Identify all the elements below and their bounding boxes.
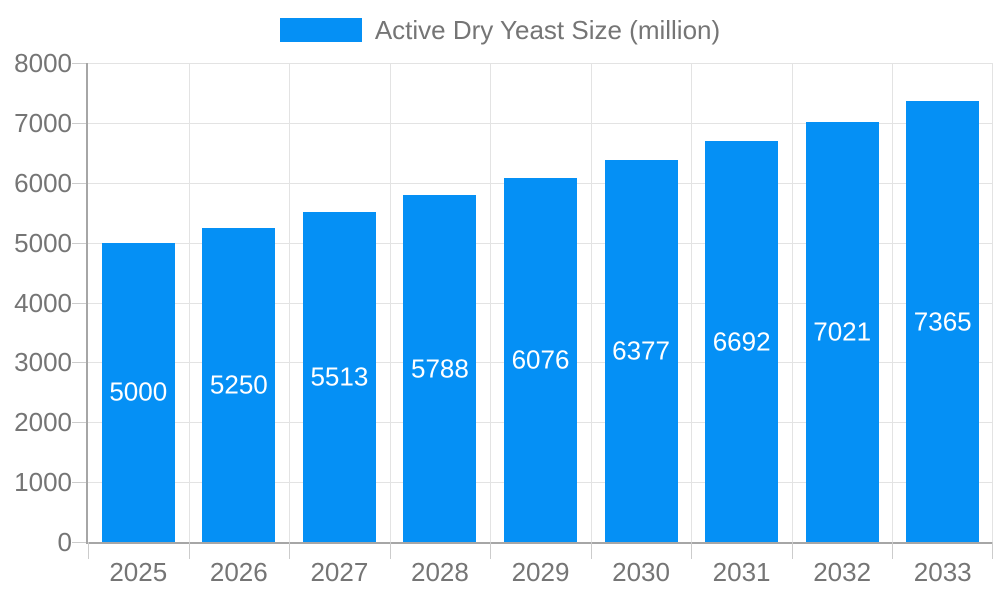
bar[interactable]: 7021 xyxy=(805,121,879,542)
bar-value-label: 7365 xyxy=(913,306,972,336)
gridline-horizontal xyxy=(88,122,993,124)
x-axis-label: 2032 xyxy=(813,557,872,587)
y-axis-label: 7000 xyxy=(14,107,72,138)
x-axis-label: 2026 xyxy=(209,557,268,587)
gridline-vertical xyxy=(992,63,993,542)
y-axis-label: 6000 xyxy=(14,167,72,198)
x-axis-tick xyxy=(389,542,391,559)
y-axis-tick xyxy=(72,63,86,64)
y-axis-label: 2000 xyxy=(14,407,72,438)
gridline-vertical xyxy=(490,63,492,542)
gridline-vertical xyxy=(590,63,592,542)
x-axis-labels: 2025 2026 2027 2028 2029 2030 2031 2032 2033 xyxy=(88,558,993,590)
bar[interactable]: 6076 xyxy=(504,178,577,542)
gridline-vertical xyxy=(389,63,391,542)
bar-value-label: 5788 xyxy=(411,353,469,384)
x-axis-label: 2031 xyxy=(712,557,771,587)
x-axis-tick xyxy=(188,542,190,559)
legend[interactable]: Active Dry Yeast Size (million) xyxy=(0,15,1000,45)
y-axis-label: 4000 xyxy=(14,287,72,318)
y-axis-tick xyxy=(72,542,86,543)
bar-value-label: 6692 xyxy=(712,326,771,357)
legend-label: Active Dry Yeast Size (million) xyxy=(374,15,721,45)
gridline-vertical xyxy=(791,63,793,542)
x-axis-label: 2029 xyxy=(511,557,570,587)
y-axis-label: 5000 xyxy=(14,227,72,258)
bar-value-label: 6076 xyxy=(511,344,570,375)
y-axis-label: 3000 xyxy=(14,347,72,378)
bar-value-label: 5000 xyxy=(109,376,168,407)
x-axis-tick xyxy=(88,542,89,559)
x-axis-label: 2025 xyxy=(109,557,168,587)
y-axis-label: 8000 xyxy=(14,48,72,78)
gridline-vertical xyxy=(289,63,291,542)
bar-value-label: 7021 xyxy=(813,316,872,347)
y-axis-label: 0 xyxy=(57,527,72,557)
x-axis-label: 2033 xyxy=(913,557,972,587)
bar[interactable]: 7365 xyxy=(906,101,980,542)
x-axis-tick xyxy=(791,542,793,559)
x-axis-line xyxy=(86,542,993,544)
bar[interactable]: 5000 xyxy=(101,242,175,542)
legend-swatch xyxy=(279,18,362,42)
x-axis-tick xyxy=(992,542,993,559)
y-axis-tick xyxy=(72,182,86,184)
bar[interactable]: 5250 xyxy=(202,227,276,542)
gridline-horizontal xyxy=(88,63,993,64)
bar[interactable]: 6692 xyxy=(705,141,779,542)
gridline-vertical xyxy=(691,63,693,542)
y-axis-tick xyxy=(72,362,86,364)
y-axis-label: 1000 xyxy=(14,467,72,498)
x-axis-tick xyxy=(892,542,894,559)
y-axis-line xyxy=(86,63,88,542)
bar[interactable]: 6377 xyxy=(604,160,678,542)
x-axis-label: 2028 xyxy=(411,557,469,587)
bar-value-label: 5513 xyxy=(310,361,369,392)
x-axis-tick xyxy=(289,542,291,559)
y-axis-labels: 0 1000 2000 3000 4000 5000 6000 7000 8000 xyxy=(0,49,72,556)
y-axis-tick xyxy=(72,422,86,424)
x-axis-label: 2027 xyxy=(310,557,369,587)
gridline-vertical xyxy=(188,63,190,542)
y-axis-tick xyxy=(72,482,86,484)
x-axis-tick xyxy=(490,542,492,559)
bar-value-label: 5250 xyxy=(209,369,268,400)
bar[interactable]: 5788 xyxy=(403,195,477,542)
gridline-vertical xyxy=(892,63,894,542)
x-axis-tick xyxy=(691,542,693,559)
bar-value-label: 6377 xyxy=(612,335,670,366)
bar[interactable]: 5513 xyxy=(302,211,376,542)
x-axis-tick xyxy=(590,542,592,559)
x-axis-label: 2030 xyxy=(612,557,670,587)
plot-area: 5000 5250 5513 5788 6076 6377 6692 7021 7365 xyxy=(72,63,993,559)
y-axis-tick xyxy=(72,302,86,304)
y-axis-tick xyxy=(72,242,86,244)
y-axis-tick xyxy=(72,122,86,124)
